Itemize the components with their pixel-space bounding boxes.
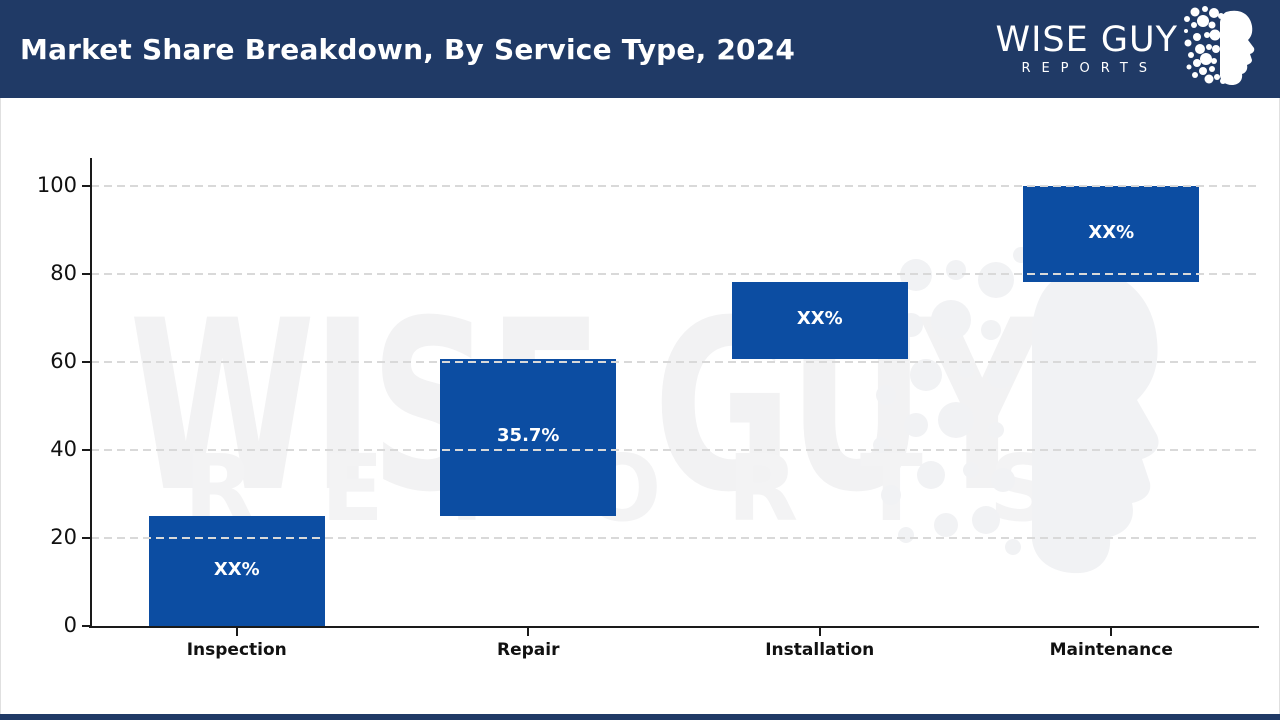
head-profile-dots-icon bbox=[1180, 4, 1262, 94]
y-tick-mark bbox=[82, 537, 91, 539]
bar bbox=[1023, 186, 1200, 282]
brand-logo-text: WISE GUY REPORTS bbox=[995, 22, 1178, 76]
chart-area: WISE GUY REPORTS 0 20 40 60 80 100 XX% Inspecti… bbox=[0, 98, 1280, 714]
gridline bbox=[91, 273, 1257, 275]
x-tick-mark bbox=[235, 628, 238, 636]
bar-value-label: 35.7% bbox=[497, 425, 560, 447]
y-axis-spine bbox=[90, 158, 92, 628]
y-tick-mark bbox=[82, 625, 91, 627]
footer-bar bbox=[0, 714, 1280, 720]
header-bar: Market Share Breakdown, By Service Type,… bbox=[0, 0, 1280, 98]
bar bbox=[440, 358, 617, 516]
x-category-label: Installation bbox=[765, 640, 875, 660]
bar-value-label: XX% bbox=[796, 308, 843, 330]
gridline bbox=[91, 361, 1257, 363]
y-tick-label: 60 bbox=[50, 349, 77, 373]
gridline bbox=[91, 185, 1257, 187]
x-category-label: Maintenance bbox=[1049, 640, 1173, 660]
bar bbox=[148, 516, 325, 626]
chart-title: Market Share Breakdown, By Service Type,… bbox=[20, 32, 796, 66]
x-tick-mark bbox=[527, 628, 530, 636]
y-tick-mark bbox=[82, 273, 91, 275]
x-tick-mark bbox=[1110, 628, 1113, 636]
brand-subname: REPORTS bbox=[1021, 60, 1159, 76]
gridline bbox=[91, 449, 1257, 451]
watermark-reports-text: REPORTS bbox=[184, 435, 1122, 542]
x-axis-spine bbox=[89, 626, 1259, 628]
bar bbox=[731, 281, 908, 359]
bar-value-label: XX% bbox=[213, 559, 260, 580]
bar-value-label: XX% bbox=[1088, 221, 1135, 243]
brand-logo: WISE GUY REPORTS bbox=[995, 4, 1262, 94]
y-tick-label: 20 bbox=[50, 525, 77, 549]
y-tick-label: 0 bbox=[63, 613, 77, 637]
y-tick-mark bbox=[82, 185, 91, 187]
y-tick-label: 100 bbox=[36, 173, 77, 197]
x-category-label: Inspection bbox=[186, 640, 287, 660]
brand-name: WISE GUY bbox=[995, 20, 1178, 61]
gridline bbox=[91, 537, 1257, 539]
y-tick-label: 80 bbox=[50, 261, 77, 285]
y-tick-mark bbox=[82, 361, 91, 363]
y-tick-mark bbox=[82, 449, 91, 451]
x-category-label: Repair bbox=[497, 640, 560, 660]
watermark-head-profile-icon bbox=[861, 235, 1181, 584]
x-tick-mark bbox=[818, 628, 821, 636]
y-tick-label: 40 bbox=[50, 437, 77, 461]
